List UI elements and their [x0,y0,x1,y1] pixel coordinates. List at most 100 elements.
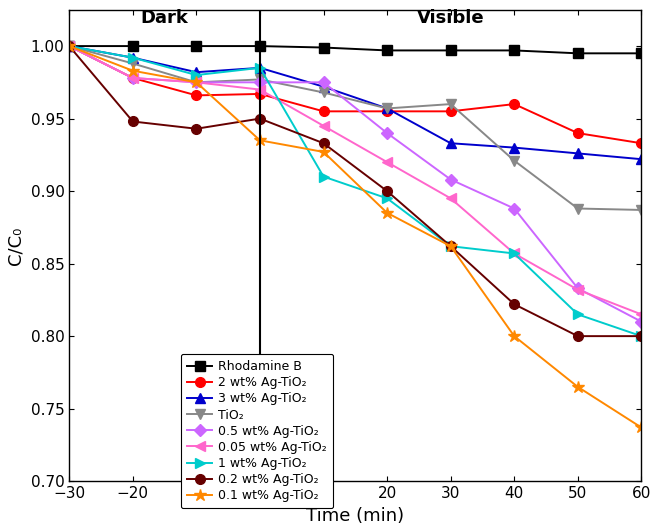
0.05 wt% Ag-TiO₂ [638,311,645,318]
3 wt% Ag-TiO₂ [65,43,73,49]
2 wt% Ag-TiO₂ [65,43,73,49]
0.05 wt% Ag-TiO₂ [574,287,582,293]
0.1 wt% Ag-TiO₂ [320,149,328,155]
2 wt% Ag-TiO₂ [638,140,645,146]
0.5 wt% Ag-TiO₂ [383,130,391,136]
0.05 wt% Ag-TiO₂ [256,86,264,93]
0.05 wt% Ag-TiO₂ [511,250,519,256]
TiO₂ [511,157,519,164]
Rhodamine B [192,43,200,49]
0.2 wt% Ag-TiO₂ [65,43,73,49]
0.05 wt% Ag-TiO₂ [447,195,455,202]
Line: 0.2 wt% Ag-TiO₂: 0.2 wt% Ag-TiO₂ [64,41,646,341]
Rhodamine B [383,47,391,54]
1 wt% Ag-TiO₂ [320,173,328,180]
2 wt% Ag-TiO₂ [320,108,328,114]
1 wt% Ag-TiO₂ [383,195,391,202]
Line: 3 wt% Ag-TiO₂: 3 wt% Ag-TiO₂ [64,41,646,164]
2 wt% Ag-TiO₂ [256,91,264,97]
1 wt% Ag-TiO₂ [256,65,264,71]
0.05 wt% Ag-TiO₂ [320,123,328,129]
3 wt% Ag-TiO₂ [256,65,264,71]
Line: 0.5 wt% Ag-TiO₂: 0.5 wt% Ag-TiO₂ [65,42,645,326]
2 wt% Ag-TiO₂ [383,108,391,114]
0.1 wt% Ag-TiO₂ [511,333,519,339]
Rhodamine B [65,43,73,49]
0.2 wt% Ag-TiO₂ [511,301,519,307]
TiO₂ [383,105,391,112]
0.2 wt% Ag-TiO₂ [256,115,264,122]
Line: 1 wt% Ag-TiO₂: 1 wt% Ag-TiO₂ [64,41,646,341]
Rhodamine B [511,47,519,54]
0.2 wt% Ag-TiO₂ [320,140,328,146]
Line: Rhodamine B: Rhodamine B [64,41,646,58]
TiO₂ [129,60,137,66]
0.5 wt% Ag-TiO₂ [447,176,455,182]
2 wt% Ag-TiO₂ [574,130,582,136]
3 wt% Ag-TiO₂ [574,150,582,156]
2 wt% Ag-TiO₂ [447,108,455,114]
TiO₂ [320,89,328,96]
3 wt% Ag-TiO₂ [447,140,455,146]
TiO₂ [65,43,73,49]
0.05 wt% Ag-TiO₂ [65,43,73,49]
0.5 wt% Ag-TiO₂ [129,75,137,81]
Rhodamine B [638,50,645,56]
Rhodamine B [320,44,328,51]
0.1 wt% Ag-TiO₂ [65,43,73,49]
0.05 wt% Ag-TiO₂ [192,79,200,86]
1 wt% Ag-TiO₂ [511,250,519,256]
3 wt% Ag-TiO₂ [383,105,391,112]
0.2 wt% Ag-TiO₂ [383,188,391,194]
3 wt% Ag-TiO₂ [320,84,328,90]
TiO₂ [192,79,200,86]
3 wt% Ag-TiO₂ [129,54,137,61]
TiO₂ [447,101,455,107]
0.2 wt% Ag-TiO₂ [192,126,200,132]
Rhodamine B [256,43,264,49]
3 wt% Ag-TiO₂ [511,144,519,151]
0.05 wt% Ag-TiO₂ [129,75,137,81]
1 wt% Ag-TiO₂ [65,43,73,49]
0.5 wt% Ag-TiO₂ [320,79,328,86]
0.2 wt% Ag-TiO₂ [129,118,137,124]
0.5 wt% Ag-TiO₂ [574,285,582,292]
X-axis label: Time (min): Time (min) [306,506,405,525]
0.1 wt% Ag-TiO₂ [129,68,137,74]
Line: 0.1 wt% Ag-TiO₂: 0.1 wt% Ag-TiO₂ [63,40,647,434]
0.5 wt% Ag-TiO₂ [256,79,264,86]
0.1 wt% Ag-TiO₂ [383,210,391,216]
Line: 2 wt% Ag-TiO₂: 2 wt% Ag-TiO₂ [64,41,646,148]
0.05 wt% Ag-TiO₂ [383,159,391,165]
0.1 wt% Ag-TiO₂ [447,243,455,250]
Rhodamine B [574,50,582,56]
Text: Visible: Visible [417,9,484,27]
0.5 wt% Ag-TiO₂ [65,43,73,49]
0.5 wt% Ag-TiO₂ [192,79,200,86]
TiO₂ [574,205,582,212]
0.2 wt% Ag-TiO₂ [447,243,455,250]
Y-axis label: C/C₀: C/C₀ [7,226,25,265]
0.1 wt% Ag-TiO₂ [638,425,645,431]
2 wt% Ag-TiO₂ [192,92,200,98]
0.2 wt% Ag-TiO₂ [638,333,645,339]
Rhodamine B [447,47,455,54]
1 wt% Ag-TiO₂ [192,72,200,78]
3 wt% Ag-TiO₂ [638,156,645,162]
2 wt% Ag-TiO₂ [129,75,137,81]
0.2 wt% Ag-TiO₂ [574,333,582,339]
Line: TiO₂: TiO₂ [64,41,646,215]
Line: 0.05 wt% Ag-TiO₂: 0.05 wt% Ag-TiO₂ [64,41,646,319]
0.5 wt% Ag-TiO₂ [511,205,519,212]
1 wt% Ag-TiO₂ [129,54,137,61]
0.1 wt% Ag-TiO₂ [256,137,264,144]
1 wt% Ag-TiO₂ [447,243,455,250]
0.1 wt% Ag-TiO₂ [574,384,582,390]
2 wt% Ag-TiO₂ [511,101,519,107]
1 wt% Ag-TiO₂ [574,311,582,318]
TiO₂ [256,76,264,82]
3 wt% Ag-TiO₂ [192,69,200,76]
Rhodamine B [129,43,137,49]
0.5 wt% Ag-TiO₂ [638,319,645,325]
0.1 wt% Ag-TiO₂ [192,79,200,86]
